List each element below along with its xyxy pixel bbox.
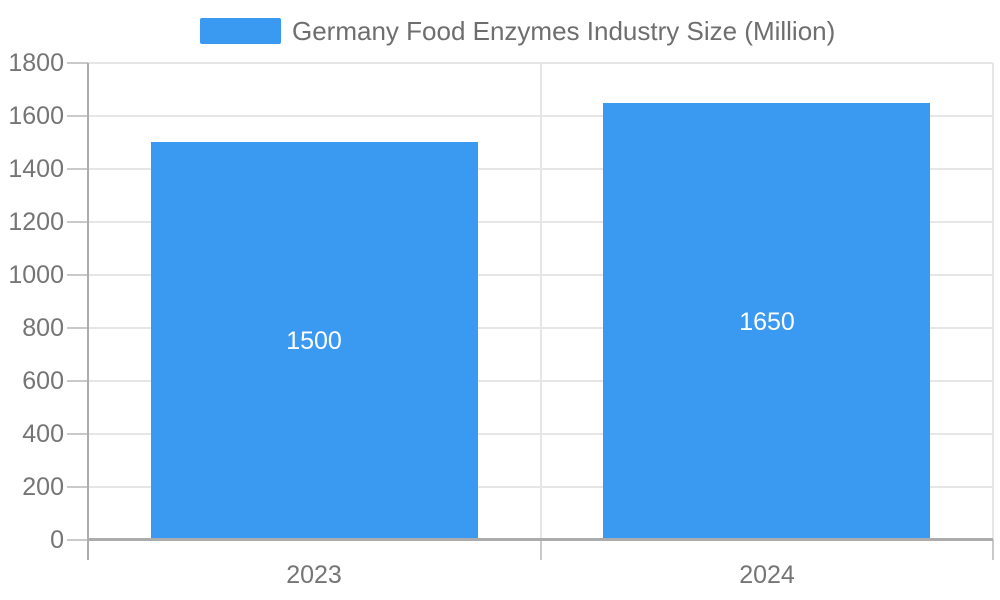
x-axis-tick: [992, 540, 994, 560]
y-axis-tick-label: 200: [22, 473, 64, 501]
bar: [603, 103, 930, 540]
y-axis-tick-label: 0: [50, 526, 64, 554]
y-axis-tick: [67, 539, 88, 541]
y-axis-tick-label: 1800: [8, 49, 64, 77]
y-axis-tick-label: 1200: [8, 208, 64, 236]
y-axis-tick-label: 400: [22, 420, 64, 448]
y-axis-tick-label: 800: [22, 314, 64, 342]
y-axis-tick-label: 600: [22, 367, 64, 395]
y-axis-tick: [67, 221, 88, 223]
y-axis-tick: [67, 274, 88, 276]
y-axis-tick: [67, 486, 88, 488]
y-axis-tick-label: 1000: [8, 261, 64, 289]
legend-label: Germany Food Enzymes Industry Size (Mill…: [292, 16, 836, 46]
y-axis-tick-label: 1600: [8, 102, 64, 130]
x-axis-tick: [540, 540, 542, 560]
y-axis-tick: [67, 433, 88, 435]
y-axis-tick: [67, 327, 88, 329]
vertical-gridline: [540, 63, 542, 540]
vertical-gridline: [992, 63, 994, 540]
y-axis-line: [87, 63, 89, 560]
bar-value-label: 1500: [286, 327, 342, 355]
y-axis-tick-label: 1400: [8, 155, 64, 183]
y-axis-tick: [67, 380, 88, 382]
x-axis-tick-label: 2024: [739, 561, 795, 589]
x-axis-line: [88, 538, 993, 541]
y-axis-tick: [67, 168, 88, 170]
x-axis-tick-label: 2023: [286, 561, 342, 589]
bar-value-label: 1650: [739, 308, 795, 336]
bar: [151, 142, 478, 540]
legend-swatch: [200, 18, 281, 44]
y-axis-tick: [67, 115, 88, 117]
y-axis-tick: [67, 62, 88, 64]
